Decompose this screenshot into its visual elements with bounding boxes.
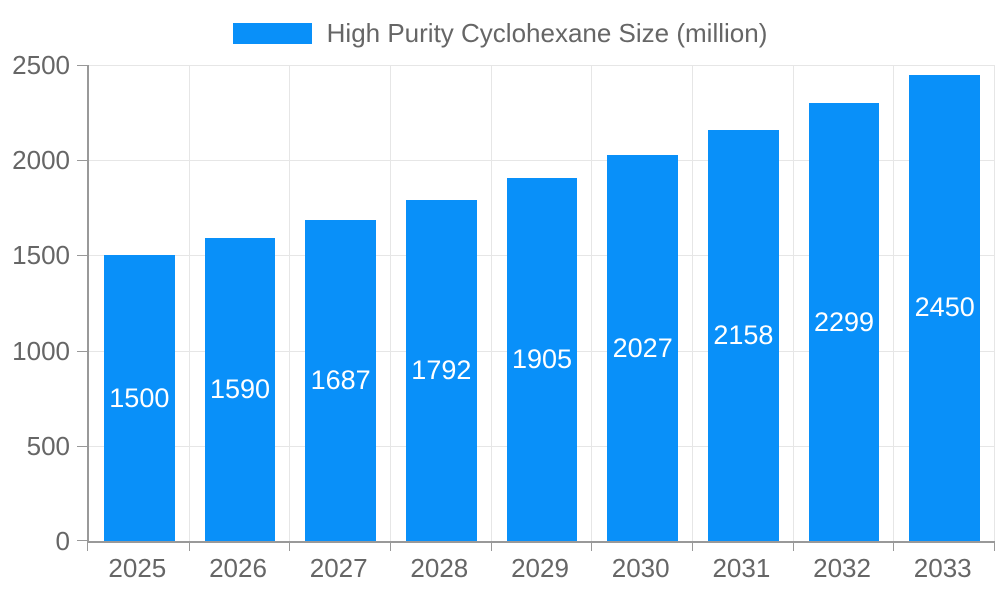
- x-axis-tick: [289, 543, 291, 551]
- y-tick-label: 1000: [12, 335, 70, 366]
- x-axis-tick: [87, 543, 88, 551]
- v-gridline: [691, 65, 693, 541]
- x-tick-label-2028: 2028: [410, 553, 469, 583]
- bar-2030[interactable]: 2027: [607, 155, 678, 541]
- bar-value-label: 2299: [813, 306, 875, 337]
- bar-2028[interactable]: 1792: [406, 199, 477, 541]
- legend-swatch: [232, 22, 312, 44]
- y-tick-label: 2500: [12, 50, 70, 80]
- v-gridline: [893, 65, 895, 541]
- bar-value-label: 2450: [914, 292, 975, 323]
- y-tick-label: 1500: [12, 240, 70, 271]
- v-gridline: [994, 65, 995, 541]
- bar-value-label: 1500: [109, 382, 170, 413]
- y-axis-tick: [77, 160, 87, 162]
- x-tick-label-2031: 2031: [712, 553, 771, 583]
- v-gridline: [591, 65, 593, 541]
- x-tick-label-2033: 2033: [913, 553, 972, 583]
- y-axis-tick: [77, 65, 87, 66]
- bar-value-label: 1687: [310, 364, 371, 395]
- x-axis-tick: [893, 543, 895, 551]
- legend[interactable]: High Purity Cyclohexane Size (million): [0, 17, 1000, 48]
- x-tick-label-2030: 2030: [611, 553, 670, 583]
- v-gridline: [188, 65, 190, 541]
- y-tick-label: 0: [55, 526, 70, 556]
- x-axis-tick: [994, 543, 995, 551]
- x-axis-tick: [691, 543, 693, 551]
- x-axis-tick: [591, 543, 593, 551]
- v-gridline: [389, 65, 391, 541]
- bar-value-label: 1905: [511, 344, 573, 375]
- bar-cell-2031: 2158: [693, 65, 794, 541]
- y-axis-tick: [77, 445, 87, 447]
- x-axis: 2025 2026 2027 2028 2029 2030 2031 2032 2033: [87, 553, 993, 584]
- bar-2027[interactable]: 1687: [305, 219, 376, 541]
- x-axis-tick: [490, 543, 492, 551]
- y-axis-tick: [77, 255, 87, 257]
- bar-value-label: 2027: [612, 332, 673, 363]
- bar-cell-2029: 1905: [492, 65, 593, 541]
- bar-cell-2032: 2299: [794, 65, 895, 541]
- x-tick-label-2026: 2026: [209, 553, 267, 583]
- bar-value-label: 1792: [411, 354, 472, 385]
- y-axis: 0 500 1000 1500 2000 2500: [0, 52, 70, 554]
- x-tick-label-2027: 2027: [309, 553, 368, 583]
- y-tick-label: 2000: [12, 145, 70, 176]
- bar-2031[interactable]: 2158: [708, 130, 779, 541]
- y-axis-tick: [77, 350, 87, 352]
- bar-cell-2026: 1590: [190, 65, 291, 541]
- v-gridline: [792, 65, 794, 541]
- bar-cell-2025: 1500: [89, 65, 190, 541]
- x-axis-tick: [188, 543, 190, 551]
- legend-label: High Purity Cyclohexane Size (million): [326, 17, 768, 48]
- h-gridline: [89, 65, 995, 66]
- x-tick-label-2025: 2025: [108, 553, 167, 583]
- h-gridline: [89, 160, 995, 162]
- x-axis-tick: [792, 543, 794, 551]
- x-tick-label-2032: 2032: [813, 553, 871, 583]
- bar-2032[interactable]: 2299: [808, 103, 880, 541]
- v-gridline: [289, 65, 291, 541]
- bar-2025[interactable]: 1500: [104, 255, 175, 541]
- bar-cell-2027: 1687: [290, 65, 391, 541]
- bar-2029[interactable]: 1905: [506, 178, 578, 541]
- bar-2026[interactable]: 1590: [204, 238, 276, 541]
- y-tick-label: 500: [26, 430, 70, 461]
- v-gridline: [490, 65, 492, 541]
- bar-cell-2028: 1792: [391, 65, 492, 541]
- bar-value-label: 1590: [209, 374, 271, 405]
- bar-series: 1500 1590 1687 1792 1905 2027 2158 2299 2450: [89, 65, 995, 541]
- bar-cell-2030: 2027: [592, 65, 693, 541]
- bar-value-label: 2158: [713, 320, 774, 351]
- plot-area: 1500 1590 1687 1792 1905 2027 2158 2299 2450: [77, 65, 995, 551]
- x-tick-label-2029: 2029: [511, 553, 569, 583]
- y-axis-tick: [77, 540, 87, 541]
- bar-2033[interactable]: 2450: [909, 74, 980, 541]
- x-axis-tick: [389, 543, 391, 551]
- bar-cell-2033: 2450: [894, 65, 995, 541]
